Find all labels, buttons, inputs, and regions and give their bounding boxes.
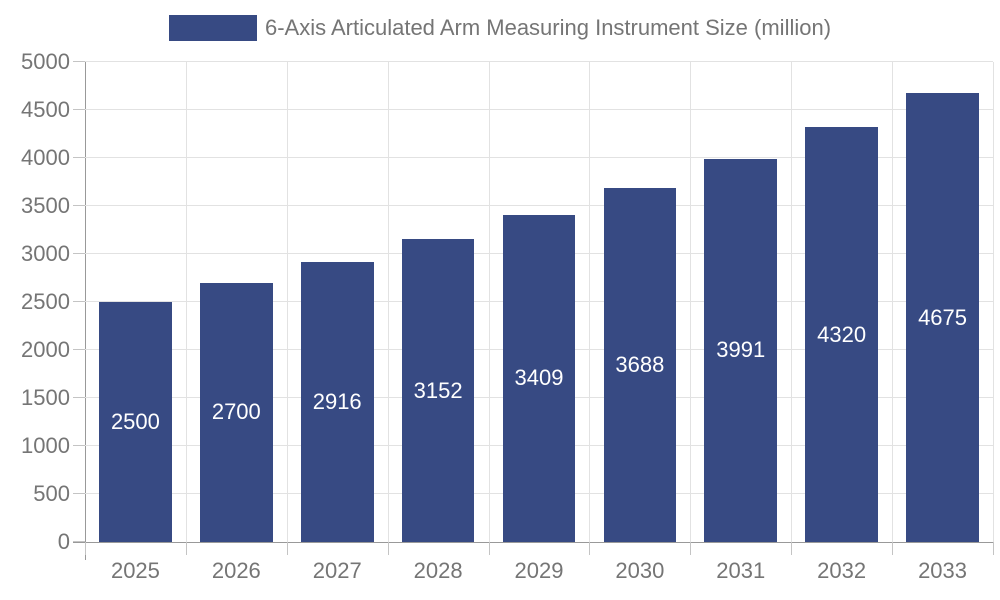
y-tick-label: 1000: [21, 433, 70, 458]
y-tick-label: 3000: [21, 241, 70, 266]
y-tick-label: 2000: [21, 337, 70, 362]
y-tick-label: 4500: [21, 97, 70, 122]
bar[interactable]: 4320: [805, 127, 878, 542]
h-gridline: [85, 61, 993, 62]
bar[interactable]: 2500: [99, 302, 172, 542]
bar[interactable]: 4675: [906, 93, 979, 542]
x-tick-mark: [488, 542, 490, 555]
bar[interactable]: 2916: [300, 262, 374, 542]
y-axis-ticks: [73, 61, 85, 542]
y-tick-mark: [73, 61, 85, 62]
bar[interactable]: 3409: [502, 214, 576, 542]
v-gridline: [185, 62, 187, 542]
bar-value-label: 2916: [312, 389, 362, 415]
y-tick-mark: [73, 109, 85, 110]
y-tick-label: 2500: [21, 289, 70, 314]
x-tick-label: 2030: [615, 558, 665, 583]
h-gridline: [85, 109, 993, 110]
y-tick-label: 5000: [21, 49, 70, 74]
bar-value-label: 2500: [110, 409, 160, 434]
x-tick-mark: [387, 542, 389, 555]
y-tick-label: 0: [57, 529, 70, 554]
x-tick-mark: [791, 542, 793, 555]
h-gridline: [85, 205, 993, 206]
x-tick-label: 2026: [211, 558, 261, 583]
x-tick-mark: [85, 542, 86, 555]
x-tick-label: 2025: [110, 558, 160, 583]
bar-value-label: 4320: [817, 321, 867, 347]
v-gridline: [589, 62, 591, 542]
x-tick-mark: [993, 542, 994, 555]
y-axis-line: [85, 62, 86, 560]
v-gridline: [690, 62, 692, 542]
y-tick-mark: [73, 493, 85, 494]
y-tick-mark: [73, 301, 85, 302]
x-axis-ticks: [85, 542, 994, 555]
h-gridline: [85, 157, 993, 158]
plot-area: 2500 2700 2916 3152 3409 3688 3991 4320 4675: [85, 61, 994, 542]
y-tick-label: 3500: [21, 193, 70, 218]
x-tick-label: 2029: [514, 558, 564, 583]
x-tick-mark: [892, 542, 894, 555]
x-tick-label: 2031: [716, 558, 766, 583]
y-tick-mark: [73, 541, 85, 542]
y-tick-mark: [73, 157, 85, 158]
v-gridline: [892, 62, 894, 542]
y-tick-label: 500: [33, 481, 70, 506]
bar[interactable]: 3688: [603, 187, 677, 542]
x-tick-label: 2033: [918, 558, 968, 583]
y-tick-label: 4000: [21, 145, 70, 170]
v-gridline: [791, 62, 793, 542]
bar[interactable]: 3991: [704, 158, 778, 542]
bar-value-label: 3688: [615, 351, 665, 377]
legend-swatch-icon: [168, 15, 257, 41]
bar-value-label: 3991: [716, 337, 766, 363]
y-tick-mark: [73, 349, 85, 350]
bar-value-label: 3152: [413, 377, 463, 403]
x-tick-mark: [690, 542, 692, 555]
v-gridline: [387, 62, 389, 542]
bar[interactable]: 3152: [401, 239, 475, 542]
y-tick-mark: [73, 253, 85, 254]
x-tick-label: 2027: [312, 558, 362, 583]
y-tick-mark: [73, 397, 85, 398]
x-tick-mark: [589, 542, 591, 555]
chart-legend[interactable]: 6-Axis Articulated Arm Measuring Instrum…: [0, 13, 1000, 43]
x-tick-mark: [286, 542, 288, 555]
y-axis-labels: 0 500 1000 1500 2000 2500 3000 3500 4000 4500 5000: [0, 51, 70, 553]
y-tick-mark: [73, 445, 85, 446]
x-tick-label: 2032: [817, 558, 867, 583]
x-axis-labels: 2025 2026 2027 2028 2029 2030 2031 2032 2033: [85, 558, 993, 588]
x-tick-mark: [185, 542, 187, 555]
x-axis-line: [73, 542, 993, 543]
x-tick-label: 2028: [413, 558, 463, 583]
v-gridline: [286, 62, 288, 542]
v-gridline: [488, 62, 490, 542]
bar-value-label: 3409: [514, 365, 564, 391]
bar-value-label: 4675: [918, 304, 968, 330]
v-gridline: [993, 62, 994, 542]
bar[interactable]: 2700: [200, 282, 273, 542]
y-tick-label: 1500: [21, 385, 70, 410]
bar-value-label: 2700: [211, 399, 261, 425]
y-tick-mark: [73, 205, 85, 206]
legend-label: 6-Axis Articulated Arm Measuring Instrum…: [264, 15, 832, 40]
